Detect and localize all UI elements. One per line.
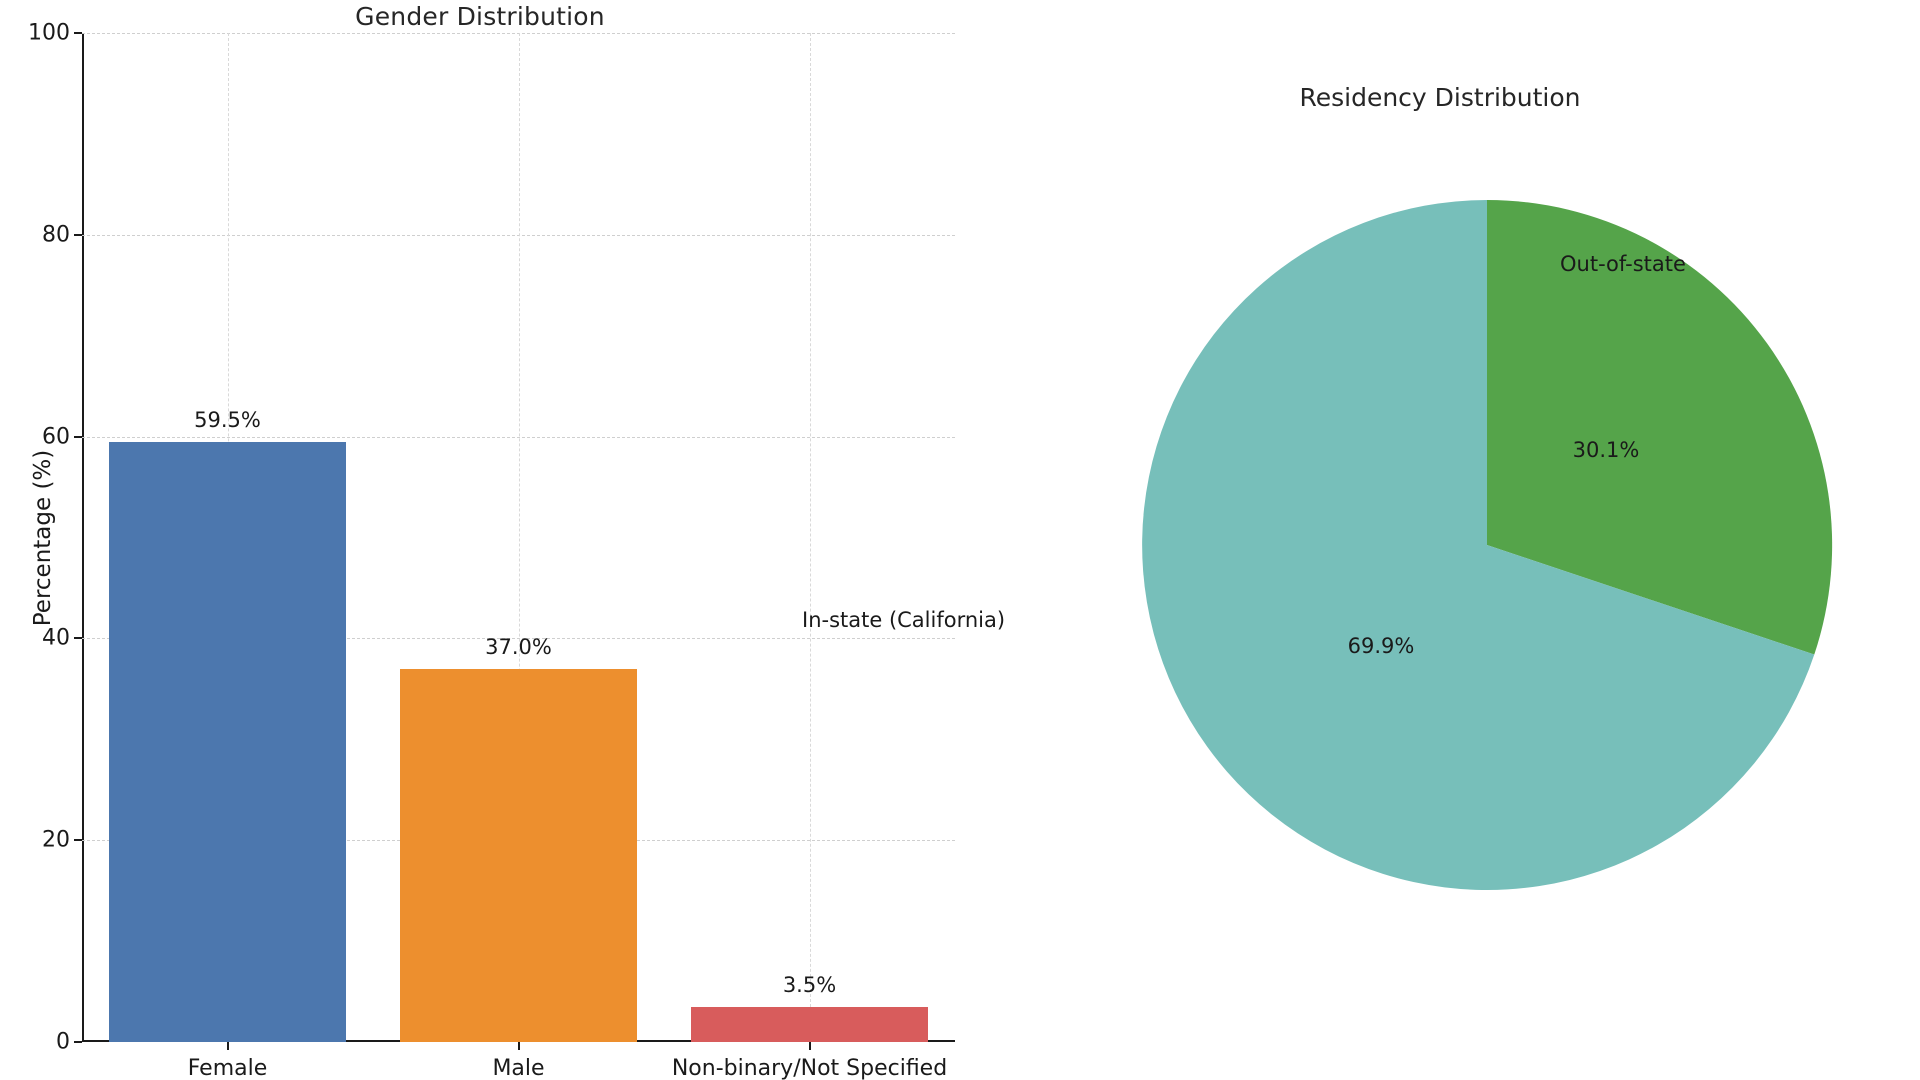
pie-label-out-of-state: Out-of-state — [1560, 252, 1686, 276]
bar-plot-area: 100 80 60 40 20 0 59.5% 37.0% 3.5% Femal… — [28, 21, 955, 1080]
y-tick-mark-60 — [74, 435, 82, 438]
y-tick-label-100: 100 — [28, 20, 70, 46]
x-tick-label-female: Female — [187, 1056, 268, 1080]
gridline-x-male — [518, 33, 520, 1042]
bar-value-label-nonbinary: 3.5% — [782, 973, 837, 997]
x-tick-label-nonbinary: Non-binary/Not Specified — [671, 1056, 948, 1080]
bar-female[interactable] — [109, 441, 346, 1042]
y-tick-label-0: 0 — [56, 1029, 70, 1055]
pie-slice-out-of-state[interactable] — [1487, 199, 1833, 655]
bar-nonbinary[interactable] — [691, 1006, 928, 1042]
y-tick-mark-100 — [74, 32, 82, 34]
pie-svg — [1142, 199, 1833, 890]
y-tick-mark-40 — [74, 637, 82, 640]
bar-value-label-female: 59.5% — [194, 408, 261, 432]
y-tick-mark-20 — [74, 839, 82, 842]
bar-chart-title: Gender Distribution — [355, 2, 605, 31]
x-tick-label-male: Male — [492, 1056, 545, 1080]
pie-label-in-state: In-state (California) — [802, 608, 1006, 632]
x-tick-mark-female — [226, 1042, 229, 1050]
pie-slice-in-state[interactable] — [1142, 200, 1815, 890]
y-tick-label-20: 20 — [42, 827, 70, 853]
pie-percent-out-of-state: 30.1% — [1572, 438, 1640, 462]
residency-distribution-pie-chart: Residency Distribution 30.1% 69.9% Out-o… — [802, 0, 1920, 1080]
gender-distribution-bar-chart: Gender Distribution Percentage (%) 100 8… — [28, 2, 955, 1080]
pie-percent-in-state: 69.9% — [1347, 634, 1415, 658]
bar-male[interactable] — [400, 668, 637, 1042]
gridline-x-nonbinary — [809, 33, 811, 1042]
y-tick-mark-80 — [74, 233, 82, 236]
y-axis-spine — [82, 33, 84, 1042]
pie-chart-title: Residency Distribution — [1299, 83, 1581, 112]
y-tick-label-40: 40 — [42, 625, 70, 651]
y-tick-mark-0 — [74, 1041, 82, 1043]
y-axis-label: Percentage (%) — [30, 449, 56, 626]
y-tick-label-60: 60 — [42, 424, 70, 450]
y-axis-label-container: Percentage (%) — [28, 33, 58, 1042]
x-tick-mark-nonbinary — [808, 1042, 811, 1050]
x-tick-mark-male — [517, 1042, 520, 1050]
y-tick-label-80: 80 — [42, 222, 70, 248]
bar-value-label-male: 37.0% — [485, 635, 552, 659]
